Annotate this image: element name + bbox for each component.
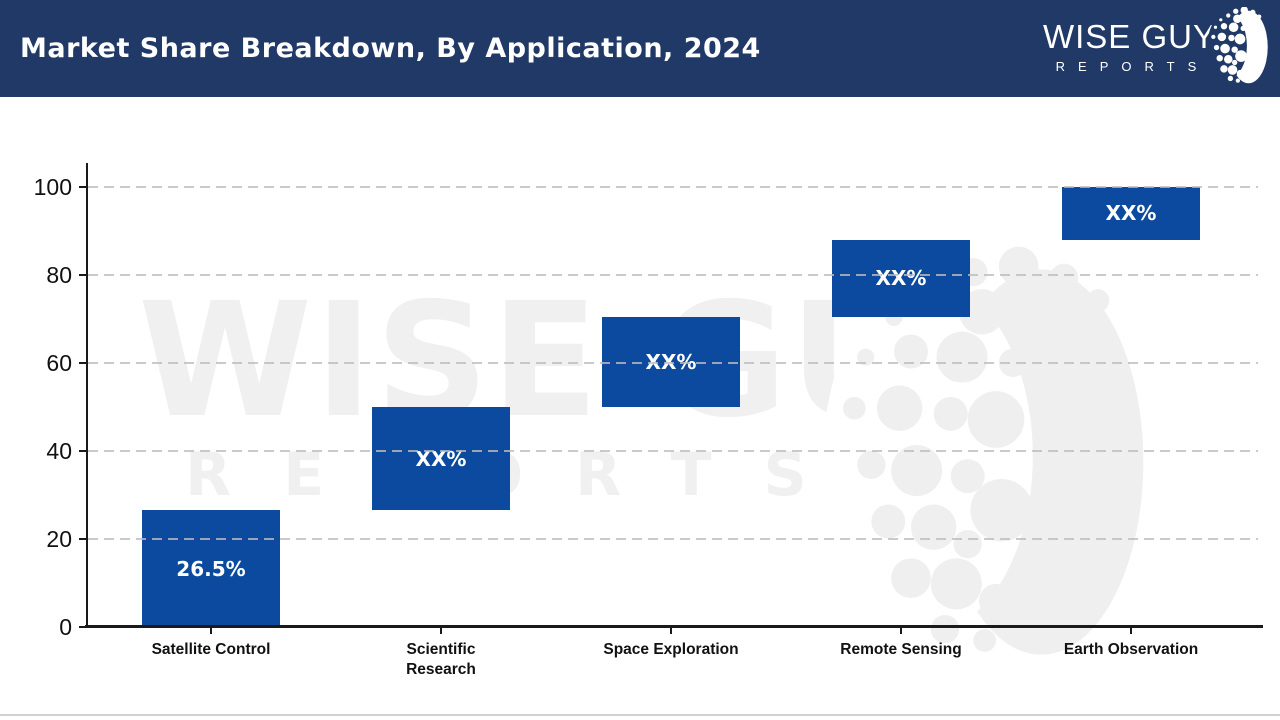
chart-title: Market Share Breakdown, By Application, … xyxy=(20,33,761,64)
watermark-subtitle: REPORTS xyxy=(185,440,859,510)
bar-value-label: XX% xyxy=(875,266,927,291)
wise-guy-reports-logo: WISE GUY REPORTS xyxy=(1043,7,1272,87)
x-axis-label-2: Space Exploration xyxy=(603,641,739,658)
y-tick-label-0: 0 xyxy=(59,614,72,640)
y-tick-60 xyxy=(79,362,88,364)
bar-value-label: XX% xyxy=(1105,201,1157,226)
x-axis-label-1: Scientific Research xyxy=(406,641,476,679)
y-tick-0 xyxy=(79,626,88,628)
chart-plot-area: 0 20 40 60 80 100 26.5% Satellite Control XX% Sci… xyxy=(0,97,1280,720)
y-tick-100 xyxy=(79,186,88,188)
y-tick-label-60: 60 xyxy=(46,350,72,376)
x-tick-1 xyxy=(440,626,442,634)
x-axis-label-3: Remote Sensing xyxy=(840,641,962,658)
logo-subtitle: REPORTS xyxy=(1055,59,1210,74)
bar-scientific-research: XX% xyxy=(372,407,510,511)
gridline-20 xyxy=(88,538,1258,540)
y-tick-label-20: 20 xyxy=(46,526,72,552)
y-axis-line xyxy=(86,163,88,627)
gridline-100 xyxy=(88,186,1258,188)
gridline-40 xyxy=(88,450,1258,452)
logo-text: WISE GUY REPORTS xyxy=(1043,20,1216,74)
x-tick-3 xyxy=(900,626,902,634)
logo-wordmark: WISE GUY xyxy=(1042,18,1216,55)
bar-space-exploration: XX% xyxy=(602,316,740,407)
x-axis-label-0: Satellite Control xyxy=(151,641,271,658)
footer-divider xyxy=(0,714,1280,716)
y-tick-20 xyxy=(79,538,88,540)
header-bar: Market Share Breakdown, By Application, … xyxy=(0,0,1280,97)
x-tick-2 xyxy=(670,626,672,634)
x-axis-line xyxy=(85,625,1263,628)
y-tick-label-40: 40 xyxy=(46,438,72,464)
x-tick-0 xyxy=(210,626,212,634)
y-tick-40 xyxy=(79,450,88,452)
bar-remote-sensing: XX% xyxy=(832,239,970,317)
y-tick-label-80: 80 xyxy=(46,262,72,288)
gridline-60 xyxy=(88,362,1258,364)
y-tick-label-100: 100 xyxy=(33,174,72,200)
bar-satellite-control: 26.5% xyxy=(142,510,280,627)
bar-earth-observation: XX% xyxy=(1062,187,1200,240)
gridline-80 xyxy=(88,274,1258,276)
bar-value-label: 26.5% xyxy=(176,556,246,581)
dotted-face-icon xyxy=(1208,7,1272,87)
x-axis-label-4: Earth Observation xyxy=(1063,641,1199,658)
y-tick-80 xyxy=(79,274,88,276)
x-tick-4 xyxy=(1130,626,1132,634)
bar-value-label: XX% xyxy=(645,349,697,374)
